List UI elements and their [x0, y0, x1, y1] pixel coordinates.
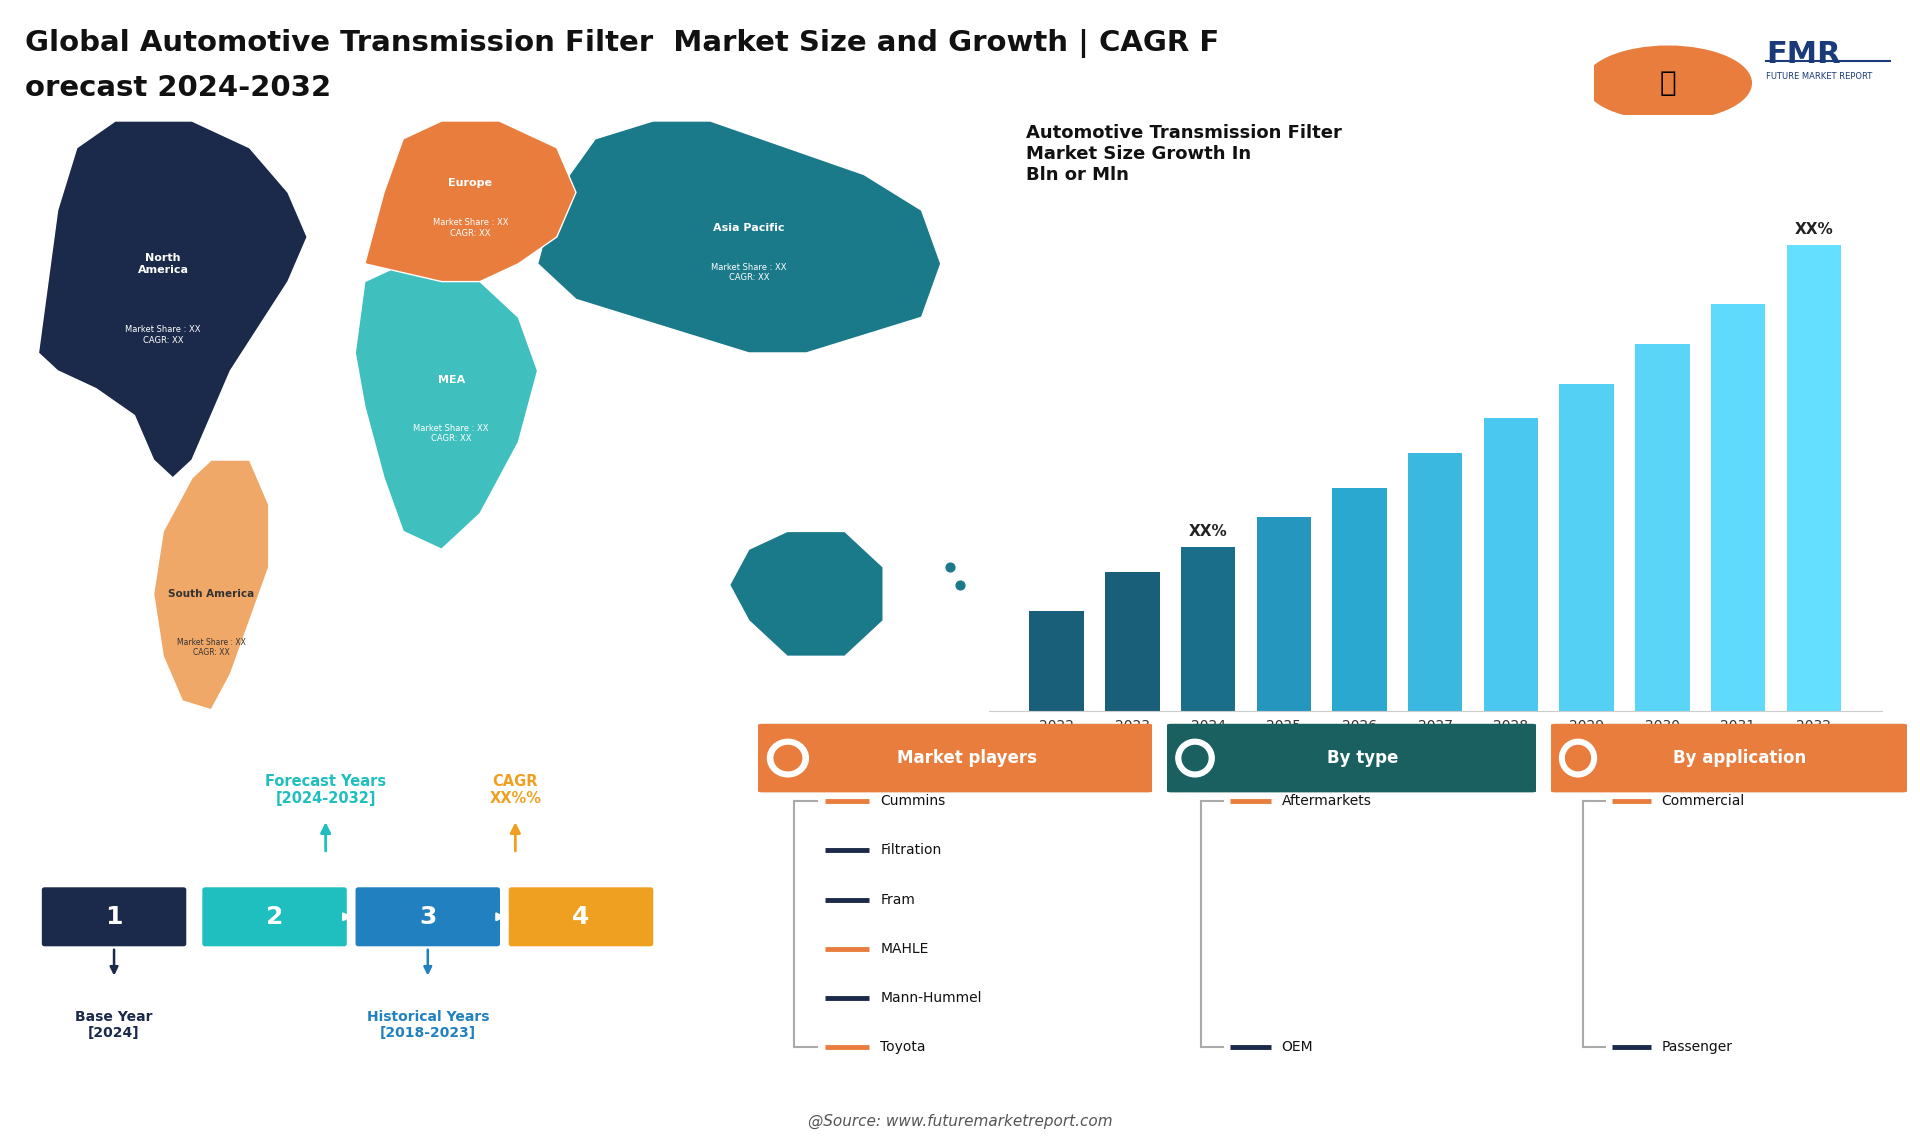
Circle shape — [1559, 739, 1596, 777]
Text: FUTURE MARKET REPORT: FUTURE MARKET REPORT — [1766, 72, 1872, 81]
Text: OEM: OEM — [1283, 1039, 1313, 1054]
Text: Market Share : XX
CAGR: XX: Market Share : XX CAGR: XX — [710, 262, 787, 282]
Text: Market Share : XX
CAGR: XX: Market Share : XX CAGR: XX — [432, 219, 509, 237]
FancyBboxPatch shape — [753, 724, 1158, 792]
Polygon shape — [355, 264, 538, 549]
Text: 3: 3 — [419, 905, 436, 928]
Circle shape — [1565, 745, 1590, 771]
Point — [945, 575, 975, 594]
Text: 1: 1 — [106, 905, 123, 928]
Polygon shape — [154, 460, 269, 709]
Circle shape — [1584, 46, 1751, 120]
FancyBboxPatch shape — [509, 887, 653, 947]
Bar — [1332, 488, 1386, 711]
Text: Base Year
[2024]: Base Year [2024] — [75, 1010, 154, 1041]
Bar — [1181, 547, 1235, 711]
Text: MAHLE: MAHLE — [881, 942, 929, 956]
Text: Filtration: Filtration — [881, 843, 941, 857]
FancyBboxPatch shape — [42, 887, 186, 947]
Text: 👤: 👤 — [1659, 69, 1676, 97]
Text: Market Share : XX
CAGR: XX: Market Share : XX CAGR: XX — [413, 424, 490, 444]
Bar — [1559, 384, 1615, 711]
Text: Automotive Transmission Filter
Market Size Growth In
Bln or Mln: Automotive Transmission Filter Market Si… — [1027, 124, 1342, 183]
Text: North
America: North America — [138, 253, 188, 275]
Text: Aftermarkets: Aftermarkets — [1283, 794, 1371, 808]
Bar — [1106, 572, 1160, 711]
FancyBboxPatch shape — [355, 887, 499, 947]
Text: Forecast Years
[2024-2032]: Forecast Years [2024-2032] — [265, 774, 386, 806]
Circle shape — [774, 745, 803, 771]
Text: 4: 4 — [572, 905, 589, 928]
FancyBboxPatch shape — [202, 887, 348, 947]
FancyBboxPatch shape — [1162, 724, 1542, 792]
Polygon shape — [538, 121, 941, 353]
Text: Commercial: Commercial — [1661, 794, 1745, 808]
Point — [935, 558, 966, 576]
Bar — [1256, 517, 1311, 711]
Text: By type: By type — [1327, 749, 1398, 767]
Text: Fram: Fram — [881, 893, 916, 906]
Polygon shape — [365, 121, 576, 282]
Text: Market Share : XX
CAGR: XX: Market Share : XX CAGR: XX — [125, 325, 202, 345]
Circle shape — [768, 739, 808, 777]
Text: By application: By application — [1672, 749, 1807, 767]
Text: MEA: MEA — [438, 375, 465, 385]
Text: @Source: www.futuremarketreport.com: @Source: www.futuremarketreport.com — [808, 1114, 1112, 1129]
Text: XX%: XX% — [1188, 524, 1227, 539]
Text: Cummins: Cummins — [881, 794, 947, 808]
Text: Market Share : XX
CAGR: XX: Market Share : XX CAGR: XX — [177, 637, 246, 657]
Polygon shape — [730, 532, 883, 657]
Text: FMR: FMR — [1766, 40, 1841, 69]
Circle shape — [1175, 739, 1213, 777]
Text: Market players: Market players — [897, 749, 1037, 767]
Text: Historical Years
[2018-2023]: Historical Years [2018-2023] — [367, 1010, 490, 1041]
Text: Europe: Europe — [449, 179, 492, 188]
Text: Passenger: Passenger — [1661, 1039, 1732, 1054]
Text: South America: South America — [169, 589, 253, 599]
Text: 2: 2 — [265, 905, 284, 928]
Text: Mann-Hummel: Mann-Hummel — [881, 991, 981, 1005]
Bar — [1484, 418, 1538, 711]
Circle shape — [1183, 745, 1208, 771]
Polygon shape — [38, 121, 307, 478]
Bar — [1711, 305, 1764, 711]
Text: Global Automotive Transmission Filter  Market Size and Growth | CAGR F: Global Automotive Transmission Filter Ma… — [25, 29, 1219, 57]
Text: orecast 2024-2032: orecast 2024-2032 — [25, 74, 330, 102]
Bar — [1786, 245, 1841, 711]
Text: Toyota: Toyota — [881, 1039, 925, 1054]
Bar — [1636, 344, 1690, 711]
Text: CAGR
XX%%: CAGR XX%% — [490, 774, 541, 806]
Text: XX%: XX% — [1795, 222, 1834, 237]
Bar — [1029, 612, 1085, 711]
FancyBboxPatch shape — [1546, 724, 1912, 792]
Text: Asia Pacific: Asia Pacific — [712, 223, 785, 233]
Bar — [1407, 453, 1463, 711]
